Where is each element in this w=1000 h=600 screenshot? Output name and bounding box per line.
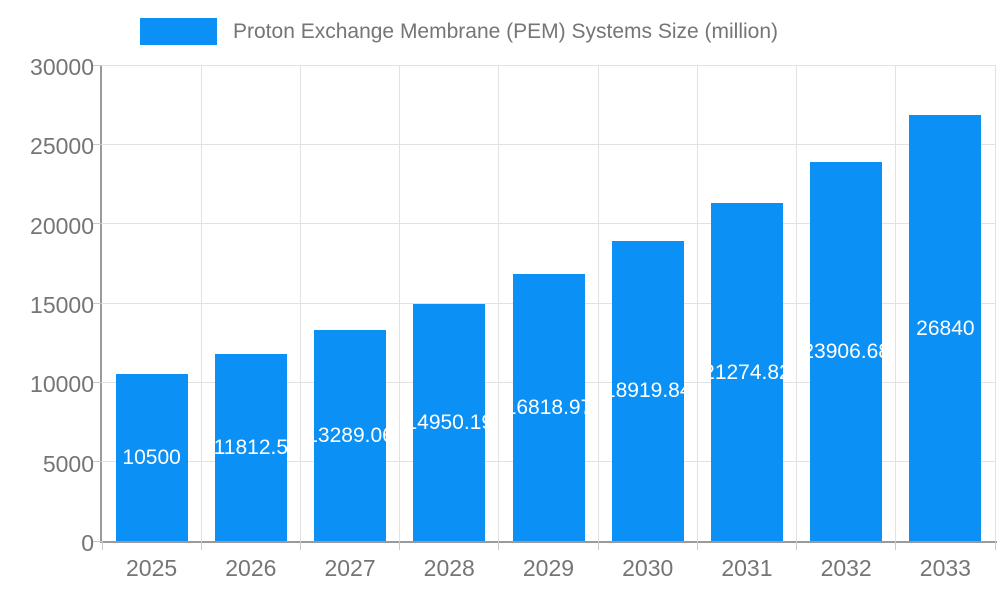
bar-2032: 23906.68 (810, 161, 883, 541)
y-tick (93, 64, 102, 66)
x-tick-label-2031: 2031 (721, 555, 773, 581)
x-tick (498, 541, 500, 550)
v-gridline (200, 65, 202, 541)
x-tick-label-2028: 2028 (423, 555, 475, 581)
v-gridline (796, 65, 798, 541)
bar-value-label-2031: 21274.82 (711, 360, 783, 384)
v-gridline (597, 65, 599, 541)
x-tick (696, 541, 698, 550)
x-tick (399, 541, 401, 550)
v-gridline (895, 65, 897, 541)
x-tick (200, 541, 202, 550)
h-gridline-20000 (102, 223, 995, 225)
bar-2028: 14950.19 (413, 303, 486, 541)
bar-value-label-2028: 14950.19 (413, 410, 485, 434)
bar-value-label-2030: 18919.84 (612, 379, 684, 403)
bar-2025: 10500 (115, 374, 188, 541)
bar-value-label-2026: 11812.5 (214, 435, 287, 459)
bar-2030: 18919.84 (611, 240, 684, 541)
x-axis-line (100, 541, 997, 543)
x-tick-label-2027: 2027 (324, 555, 376, 581)
y-tick (93, 381, 102, 383)
v-gridline (696, 65, 698, 541)
bar-value-label-2033: 26840 (916, 316, 975, 340)
bar-value-label-2027: 13289.06 (314, 424, 386, 448)
x-tick (101, 541, 103, 550)
y-tick (93, 461, 102, 463)
v-gridline (994, 65, 996, 541)
y-tick-label-20000: 20000 (30, 212, 94, 239)
bar-2031: 21274.82 (710, 203, 783, 541)
x-tick-label-2033: 2033 (919, 555, 971, 581)
legend-swatch (140, 18, 217, 45)
bar-2027: 13289.06 (314, 330, 387, 541)
y-tick-label-0: 0 (81, 530, 94, 556)
v-gridline (399, 65, 401, 541)
legend-label: Proton Exchange Membrane (PEM) Systems S… (233, 19, 779, 43)
y-tick-label-25000: 25000 (30, 133, 94, 160)
y-tick (93, 540, 102, 542)
y-tick (93, 143, 102, 145)
x-tick-label-2029: 2029 (522, 555, 575, 581)
chart-legend: Proton Exchange Membrane (PEM) Systems S… (140, 18, 778, 45)
x-tick-label-2032: 2032 (820, 555, 872, 581)
x-tick (895, 541, 897, 550)
x-tick-label-2030: 2030 (622, 555, 674, 581)
h-gridline-30000 (102, 64, 995, 66)
y-tick-label-30000: 30000 (30, 54, 94, 80)
y-tick (93, 302, 102, 304)
x-tick (597, 541, 599, 550)
bar-2033: 26840 (909, 115, 982, 541)
x-tick (796, 541, 798, 550)
bar-2026: 11812.5 (214, 353, 287, 541)
h-gridline-25000 (102, 143, 995, 145)
x-tick-label-2026: 2026 (225, 555, 277, 581)
x-tick (299, 541, 301, 550)
y-tick-label-5000: 5000 (42, 450, 94, 477)
v-gridline (299, 65, 301, 541)
bar-value-label-2032: 23906.68 (810, 339, 882, 363)
bar-value-label-2025: 10500 (122, 446, 181, 470)
y-tick (93, 223, 102, 225)
y-tick-label-15000: 15000 (30, 292, 94, 318)
x-tick (994, 541, 996, 550)
y-tick-label-10000: 10000 (30, 371, 94, 398)
v-gridline (498, 65, 500, 541)
x-tick-label-2025: 2025 (126, 555, 178, 581)
